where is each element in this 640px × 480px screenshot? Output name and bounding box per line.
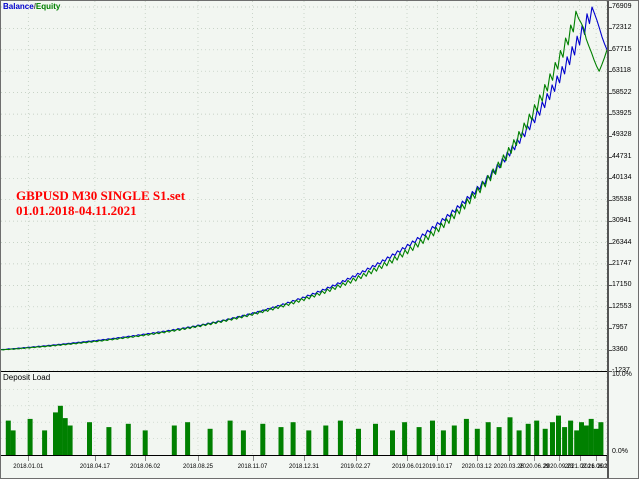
x-axis-tick-label: 2020.06.29: [519, 464, 550, 470]
x-axis-tick-label: 2020.03.26: [493, 464, 524, 470]
legend-balance-label: Balance: [3, 2, 34, 11]
x-axis-tick-label: 2019.10.17: [422, 464, 453, 470]
x-axis-tick-mark: [558, 456, 560, 461]
y-axis-tick-label: 35538: [612, 195, 632, 203]
y-axis-tick-label: 76909: [612, 3, 632, 10]
x-axis-tick-label: 2018.04.17: [79, 464, 110, 470]
x-axis-tick-mark: [304, 456, 305, 461]
y-axis-tick-label: 67715: [612, 45, 632, 53]
y-axis-tick-label: 63118: [612, 67, 631, 75]
chart-legend: Balance/Equity: [2, 2, 61, 11]
y-axis-tick-label: 12553: [612, 302, 632, 310]
y-axis-tick-mark: [609, 49, 612, 51]
x-axis-tick-label: 2019.06.01: [391, 464, 423, 470]
x-axis: 2018.01.01 2018.04.17 2018.06.02 2018.08.25…: [1, 456, 607, 478]
y-axis-tick-label: 3360: [612, 345, 628, 353]
y-axis-tick-label: 40134: [612, 174, 632, 182]
x-axis-tick-label: 2020.09.23: [543, 464, 574, 470]
y-axis-tick-label: 49328: [612, 131, 632, 139]
y-axis-tick-mark: [609, 221, 612, 223]
x-axis-tick-mark: [94, 456, 96, 461]
y-axis-tick-mark: [609, 135, 612, 137]
y-axis-tick-label: 7957: [612, 324, 628, 332]
annotation-line-2: 01.01.2018-04.11.2021: [16, 203, 137, 218]
x-axis-tick-label: 2019.02.27: [340, 464, 371, 470]
y-axis-tick-mark: [609, 178, 612, 180]
y-axis-tick-label: 44731: [612, 152, 632, 160]
y-axis-tick-label: 30941: [612, 217, 632, 225]
x-axis-tick-label: 2020.03.12: [461, 464, 492, 470]
x-axis-tick-mark: [355, 456, 357, 461]
deposit-load-baseline: [1, 455, 607, 456]
x-axis-tick-mark: [476, 456, 478, 461]
deposit-load-divider: [1, 371, 607, 372]
annotation-line-1: GBPUSD M30 SINGLE S1.set: [16, 188, 186, 203]
deposit-load-bars: [5, 405, 604, 455]
x-axis-tick-label: 2018.11.07: [237, 464, 268, 470]
x-axis-tick-mark: [508, 456, 510, 461]
x-axis-tick-mark: [534, 456, 536, 461]
x-axis-tick-mark: [606, 456, 607, 461]
x-axis-tick-mark: [198, 456, 199, 461]
y-axis-tick-mark: [609, 71, 612, 73]
y-axis-tick-label: 17150: [612, 281, 632, 289]
x-axis-tick-label: 2021.02.16: [564, 464, 595, 470]
x-axis-tick-mark: [579, 456, 581, 461]
y-axis-tick-mark: [609, 156, 612, 158]
y-axis-tick-label: 58522: [612, 88, 632, 96]
y-axis-tick-label: -1237: [612, 367, 630, 374]
x-axis-tick-label: 2021.1: [597, 464, 607, 470]
x-axis-tick-label: 2018.06.02: [130, 464, 161, 470]
y-axis-tick-mark: [609, 263, 612, 265]
y-axis-tick-mark: [609, 114, 612, 116]
x-axis-tick-label: 2018.01.01: [13, 464, 44, 470]
y-axis-tick-mark: [609, 328, 612, 330]
deposit-load-min-label: 0.0%: [612, 448, 628, 455]
y-axis-tick-mark: [609, 285, 612, 287]
y-axis-tick-label: 53925: [612, 110, 632, 118]
x-axis-tick-mark: [252, 456, 254, 461]
y-axis-tick-mark: [609, 371, 612, 372]
x-axis-tick-mark: [28, 456, 30, 461]
y-axis-tick-mark: [609, 92, 612, 94]
x-axis-tick-label: 2018.12.31: [288, 464, 320, 470]
balance-equity-series: [1, 6, 607, 351]
plot-gridlines: [1, 1, 607, 455]
y-axis-tick-mark: [609, 349, 612, 351]
y-axis-tick-mark: [609, 7, 612, 8]
y-axis-tick-label: 26344: [612, 238, 632, 246]
y-axis-tick-mark: [609, 306, 612, 308]
y-axis-tick-label: 72312: [612, 24, 632, 32]
y-axis-tick-mark: [609, 199, 612, 201]
y-axis-tick-mark: [609, 242, 612, 244]
y-axis-tick-mark: [609, 28, 612, 30]
x-axis-tick-label: 2018.08.25: [182, 464, 214, 470]
x-axis-tick-mark: [407, 456, 408, 461]
deposit-load-max-label: 10.0%: [612, 371, 632, 378]
balance-equity-plot: [1, 1, 607, 455]
legend-separator: /: [33, 2, 36, 11]
x-axis-tick-label: 2021.06.10: [581, 464, 607, 470]
y-axis: 10.0% 0.0% 76909 72312 67715 63118 58522 5392…: [607, 1, 638, 478]
chart-annotation: GBPUSD M30 SINGLE S1.set 01.01.2018-04.1…: [16, 188, 185, 218]
y-axis-tick-label: 21747: [612, 259, 632, 267]
x-axis-tick-mark: [145, 456, 147, 461]
x-axis-tick-mark: [596, 456, 598, 461]
legend-equity-label: Equity: [35, 2, 61, 11]
deposit-load-label: Deposit Load: [3, 373, 51, 382]
x-axis-tick-mark: [437, 456, 439, 461]
